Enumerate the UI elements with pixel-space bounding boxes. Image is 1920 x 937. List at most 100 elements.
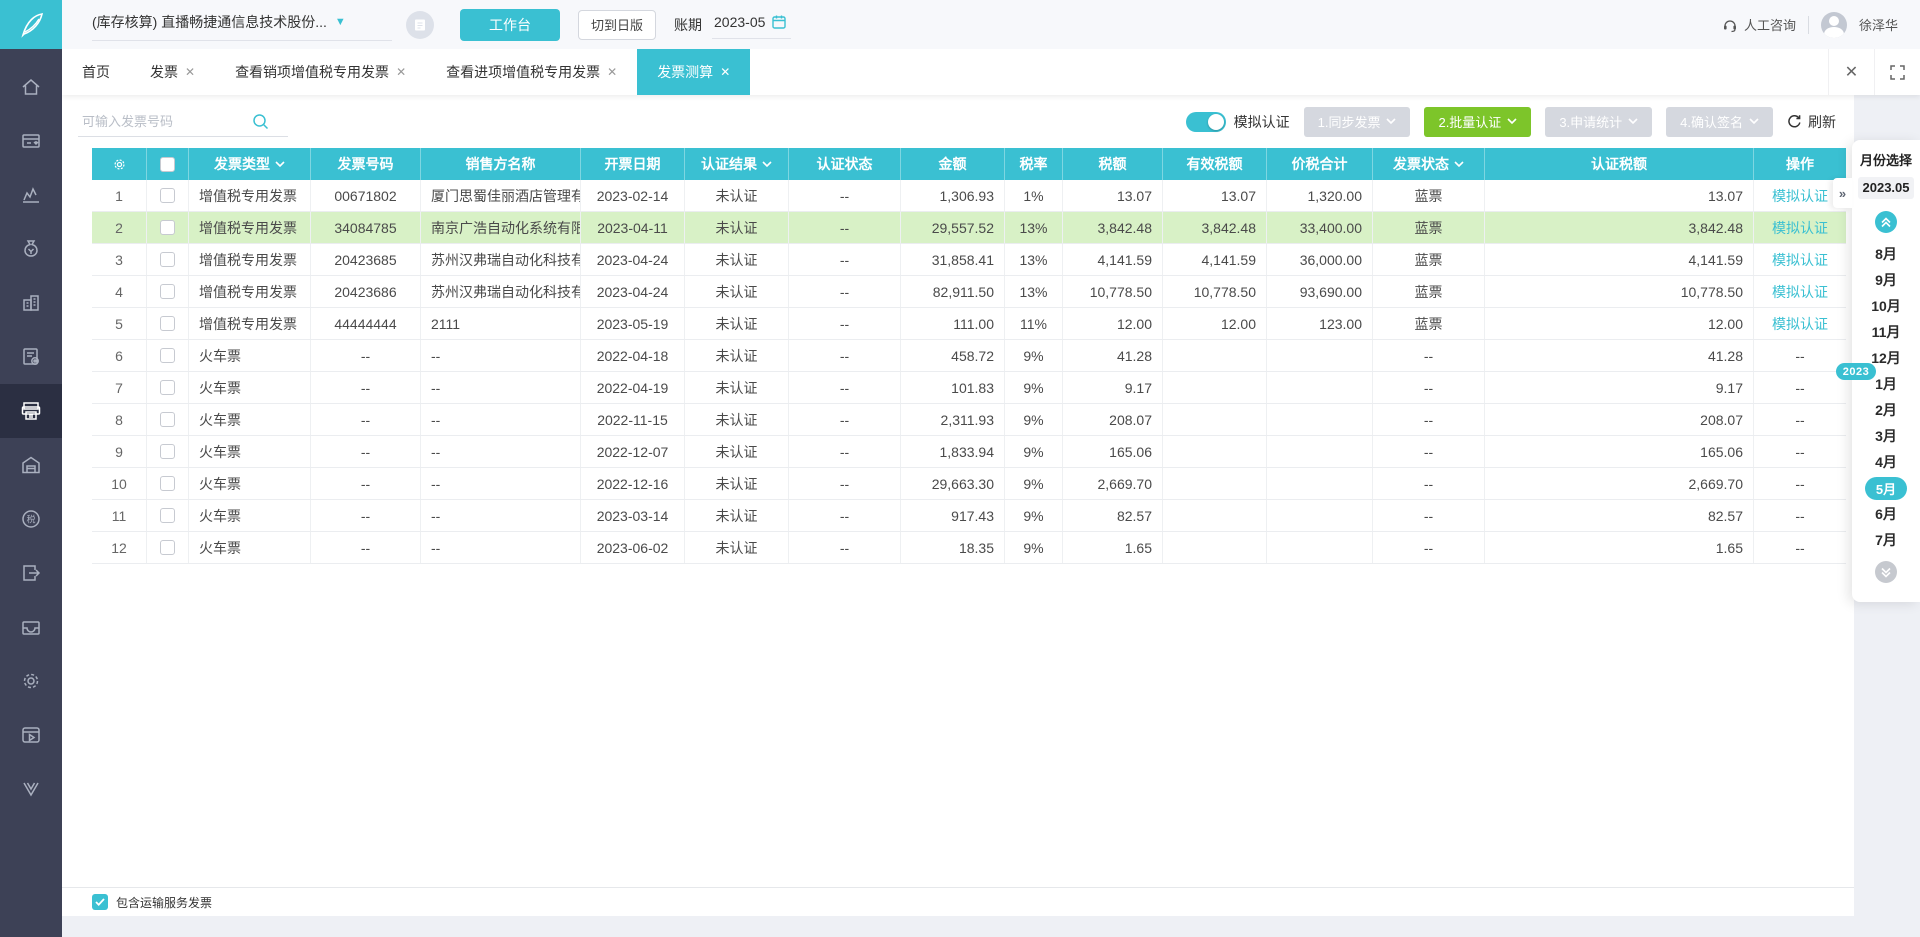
- simulate-auth-link[interactable]: 模拟认证: [1772, 219, 1828, 236]
- include-transport-checkbox[interactable]: [92, 894, 108, 910]
- column-header-认证结果[interactable]: 认证结果: [685, 148, 789, 180]
- search-icon[interactable]: [252, 113, 269, 130]
- cell-date: 2023-06-02: [581, 532, 685, 563]
- table-row-12[interactable]: 12 火车票 -- -- 2023-06-02 未认证 -- 18.35 9% 1.65 -- 1.6…: [92, 532, 1846, 564]
- row-checkbox[interactable]: [160, 220, 175, 235]
- row-checkbox[interactable]: [160, 508, 175, 523]
- sidebar-item-settings[interactable]: [0, 654, 62, 708]
- table-row-3[interactable]: 3 增值税专用发票20423685苏州汉弗瑞自动化科技有限公司2023-04-24…: [92, 244, 1846, 276]
- app-logo[interactable]: [0, 0, 62, 49]
- sidebar-item-company[interactable]: [0, 276, 62, 330]
- sidebar-item-video[interactable]: [0, 708, 62, 762]
- row-checkbox[interactable]: [160, 380, 175, 395]
- row-checkbox[interactable]: [160, 316, 175, 331]
- simulate-auth-link[interactable]: 模拟认证: [1772, 315, 1828, 332]
- sidebar-item-v-logo[interactable]: [0, 762, 62, 816]
- company-selector[interactable]: (库存核算) 直播畅捷通信息技术股份... ▼: [92, 8, 392, 41]
- collapse-panel-button[interactable]: »: [1833, 178, 1852, 208]
- refresh-button[interactable]: 刷新: [1787, 112, 1836, 132]
- row-checkbox[interactable]: [160, 444, 175, 459]
- support-button[interactable]: 人工咨询: [1722, 15, 1796, 34]
- step-button-2.批量认证[interactable]: 2.批量认证: [1424, 106, 1532, 137]
- month-item-8月[interactable]: 8月: [1852, 241, 1920, 267]
- month-item-12月[interactable]: 12月: [1852, 345, 1920, 371]
- tab-close-icon[interactable]: ✕: [607, 65, 618, 79]
- tab-查看进项增值税专用发票[interactable]: 查看进项增值税专用发票 ✕: [426, 49, 637, 95]
- table-row-11[interactable]: 11 火车票 -- -- 2023-03-14 未认证 -- 917.43 9% 82.57 -- 8…: [92, 500, 1846, 532]
- tab-发票[interactable]: 发票 ✕: [130, 49, 215, 95]
- row-checkbox[interactable]: [160, 412, 175, 427]
- sidebar-item-archive[interactable]: [0, 600, 62, 654]
- workbench-button[interactable]: 工作台: [460, 8, 560, 41]
- close-all-tabs-button[interactable]: ✕: [1828, 49, 1874, 95]
- select-all-checkbox[interactable]: [160, 156, 175, 172]
- gear-icon[interactable]: [112, 157, 127, 172]
- sidebar-item-statement[interactable]: [0, 330, 62, 384]
- column-header-check[interactable]: [147, 148, 189, 180]
- tab-发票测算[interactable]: 发票测算 ✕: [637, 49, 751, 95]
- avatar[interactable]: [1820, 11, 1847, 38]
- memo-button[interactable]: [406, 10, 434, 39]
- fullscreen-button[interactable]: [1874, 49, 1920, 95]
- tab-首页[interactable]: 首页: [62, 49, 130, 95]
- row-checkbox[interactable]: [160, 188, 175, 203]
- month-item-10月[interactable]: 10月: [1852, 293, 1920, 319]
- scroll-months-up-button[interactable]: [1875, 211, 1897, 233]
- month-item-9月[interactable]: 9月: [1852, 267, 1920, 293]
- row-checkbox[interactable]: [160, 284, 175, 299]
- cell-result: 未认证: [685, 244, 789, 275]
- step-button-4.确认签名[interactable]: 4.确认签名: [1666, 106, 1773, 137]
- table-row-4[interactable]: 4 增值税专用发票20423686苏州汉弗瑞自动化科技有限公司2023-04-24…: [92, 276, 1846, 308]
- sidebar-item-funds[interactable]: [0, 222, 62, 276]
- sidebar-item-tax[interactable]: 税: [0, 492, 62, 546]
- month-item-4月[interactable]: 4月: [1852, 449, 1920, 475]
- month-item-11月[interactable]: 11月: [1852, 319, 1920, 345]
- period-selector[interactable]: 2023-05: [712, 10, 792, 39]
- sidebar-item-doc-export[interactable]: [0, 546, 62, 600]
- search-input[interactable]: [82, 113, 242, 129]
- step-button-3.申请统计[interactable]: 3.申请统计: [1545, 106, 1653, 137]
- scroll-months-down-button[interactable]: [1875, 561, 1897, 583]
- sort-caret-icon[interactable]: [275, 160, 285, 168]
- cell-total: [1267, 436, 1373, 467]
- sidebar-item-inventory[interactable]: [0, 438, 62, 492]
- row-checkbox[interactable]: [160, 476, 175, 491]
- row-checkbox[interactable]: [160, 252, 175, 267]
- month-item-6月[interactable]: 6月: [1852, 501, 1920, 527]
- month-item-7月[interactable]: 7月: [1852, 527, 1920, 553]
- cell-total: 33,400.00: [1267, 212, 1373, 243]
- simulate-auth-link[interactable]: 模拟认证: [1772, 187, 1828, 204]
- sort-caret-icon[interactable]: [1454, 160, 1464, 168]
- sort-caret-icon[interactable]: [762, 160, 772, 168]
- table-row-9[interactable]: 9 火车票 -- -- 2022-12-07 未认证 -- 1,833.94 9% 165.06-…: [92, 436, 1846, 468]
- step-button-1.同步发票[interactable]: 1.同步发票: [1303, 106, 1411, 137]
- table-row-6[interactable]: 6 火车票 -- -- 2022-04-18 未认证 -- 458.72 9% 41.28 -- 41…: [92, 340, 1846, 372]
- row-checkbox[interactable]: [160, 540, 175, 555]
- table-row-7[interactable]: 7 火车票 -- -- 2022-04-19 未认证 -- 101.83 9% 9.17 -- 9.1…: [92, 372, 1846, 404]
- column-header-发票状态[interactable]: 发票状态: [1373, 148, 1485, 180]
- table-row-8[interactable]: 8 火车票 -- -- 2022-11-15 未认证 -- 2,311.93 9% 208.07-…: [92, 404, 1846, 436]
- tab-查看销项增值税专用发票[interactable]: 查看销项增值税专用发票 ✕: [215, 49, 426, 95]
- sidebar-item-report-chart[interactable]: [0, 168, 62, 222]
- simulate-auth-toggle[interactable]: [1185, 111, 1226, 132]
- column-header-seq[interactable]: [92, 148, 147, 180]
- simulate-auth-link[interactable]: 模拟认证: [1772, 283, 1828, 300]
- tab-close-icon[interactable]: ✕: [396, 65, 407, 79]
- column-header-发票类型[interactable]: 发票类型: [189, 148, 311, 180]
- switch-version-button[interactable]: 切到日版: [578, 9, 657, 40]
- month-item-3月[interactable]: 3月: [1852, 423, 1920, 449]
- simulate-auth-link[interactable]: 模拟认证: [1772, 251, 1828, 268]
- tab-close-icon[interactable]: ✕: [185, 65, 196, 79]
- tab-close-icon[interactable]: ✕: [720, 65, 731, 79]
- row-checkbox[interactable]: [160, 348, 175, 363]
- table-row-10[interactable]: 10 火车票 -- -- 2022-12-16 未认证 -- 29,663.30 9% 2,669…: [92, 468, 1846, 500]
- table-row-2[interactable]: 2 增值税专用发票34084785南京广浩自动化系统有限责任公司2023-04-1…: [92, 212, 1846, 244]
- table-row-1[interactable]: 1 增值税专用发票00671802厦门思蜀佳丽酒店管理有限公司2023-02-14…: [92, 180, 1846, 212]
- sidebar-item-home[interactable]: [0, 60, 62, 114]
- month-item-5月[interactable]: 5月: [1852, 475, 1920, 501]
- month-item-2月[interactable]: 2月: [1852, 397, 1920, 423]
- sidebar-item-voucher[interactable]: [0, 114, 62, 168]
- month-item-1月[interactable]: 1月: [1852, 371, 1920, 397]
- table-row-5[interactable]: 5 增值税专用发票 44444444 2111 2023-05-19 未认证 -- 111.0…: [92, 308, 1846, 340]
- sidebar-item-invoice[interactable]: [0, 384, 62, 438]
